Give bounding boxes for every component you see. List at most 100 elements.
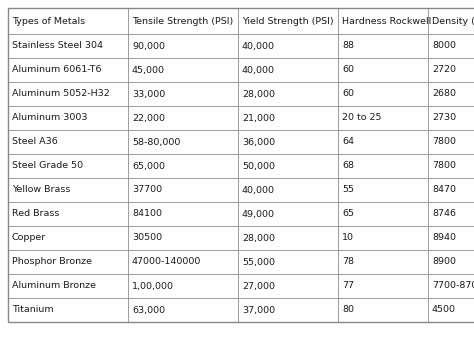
Bar [8, 154, 128, 178]
Bar [428, 226, 474, 250]
Text: 60: 60 [342, 89, 354, 98]
Text: 40,000: 40,000 [242, 42, 275, 50]
Bar [238, 202, 338, 226]
Bar [8, 58, 128, 82]
Text: 58-80,000: 58-80,000 [132, 137, 181, 147]
Bar [238, 8, 338, 34]
Text: 88: 88 [342, 42, 354, 50]
Bar [428, 106, 474, 130]
Bar [8, 82, 128, 106]
Text: 2680: 2680 [432, 89, 456, 98]
Bar [128, 274, 238, 298]
Bar [128, 8, 238, 34]
Text: Steel A36: Steel A36 [12, 137, 58, 147]
Text: 64: 64 [342, 137, 354, 147]
Text: 55: 55 [342, 186, 354, 195]
Bar [238, 226, 338, 250]
Bar [338, 250, 428, 274]
Bar [8, 130, 128, 154]
Bar [8, 34, 128, 58]
Text: 84100: 84100 [132, 209, 162, 218]
Text: 45,000: 45,000 [132, 66, 165, 75]
Bar [8, 178, 128, 202]
Bar [128, 298, 238, 322]
Text: 30500: 30500 [132, 234, 162, 242]
Bar [338, 106, 428, 130]
Text: 8900: 8900 [432, 257, 456, 267]
Bar [428, 8, 474, 34]
Text: 37,000: 37,000 [242, 306, 275, 315]
Text: 8746: 8746 [432, 209, 456, 218]
Text: 2730: 2730 [432, 114, 456, 122]
Text: 8940: 8940 [432, 234, 456, 242]
Text: 49,000: 49,000 [242, 209, 275, 218]
Bar [338, 202, 428, 226]
Bar [238, 298, 338, 322]
Bar [338, 130, 428, 154]
Text: 21,000: 21,000 [242, 114, 275, 122]
Text: 20 to 25: 20 to 25 [342, 114, 382, 122]
Text: Titanium: Titanium [12, 306, 54, 315]
Bar [238, 106, 338, 130]
Bar [128, 34, 238, 58]
Text: Aluminum 6061-T6: Aluminum 6061-T6 [12, 66, 101, 75]
Text: 40,000: 40,000 [242, 186, 275, 195]
Bar [238, 58, 338, 82]
Text: 78: 78 [342, 257, 354, 267]
Bar [128, 154, 238, 178]
Text: 33,000: 33,000 [132, 89, 165, 98]
Bar [238, 130, 338, 154]
Bar [338, 178, 428, 202]
Bar [428, 202, 474, 226]
Text: Aluminum Bronze: Aluminum Bronze [12, 282, 96, 290]
Bar [428, 58, 474, 82]
Text: 2720: 2720 [432, 66, 456, 75]
Bar [128, 82, 238, 106]
Bar [238, 34, 338, 58]
Text: 80: 80 [342, 306, 354, 315]
Bar [128, 106, 238, 130]
Bar [338, 34, 428, 58]
Bar [428, 34, 474, 58]
Text: 63,000: 63,000 [132, 306, 165, 315]
Text: 55,000: 55,000 [242, 257, 275, 267]
Bar [238, 250, 338, 274]
Bar [128, 58, 238, 82]
Bar [8, 8, 128, 34]
Text: 90,000: 90,000 [132, 42, 165, 50]
Text: Hardness Rockwell: Hardness Rockwell [342, 16, 431, 26]
Text: Yellow Brass: Yellow Brass [12, 186, 70, 195]
Text: Copper: Copper [12, 234, 46, 242]
Bar [8, 202, 128, 226]
Bar [428, 250, 474, 274]
Bar [428, 178, 474, 202]
Text: 7700-8700: 7700-8700 [432, 282, 474, 290]
Text: 68: 68 [342, 162, 354, 170]
Text: 37700: 37700 [132, 186, 162, 195]
Bar [428, 298, 474, 322]
Bar [338, 58, 428, 82]
Bar [338, 298, 428, 322]
Bar [8, 298, 128, 322]
Bar [338, 274, 428, 298]
Bar [338, 154, 428, 178]
Bar [238, 274, 338, 298]
Text: 27,000: 27,000 [242, 282, 275, 290]
Bar [338, 82, 428, 106]
Bar [128, 178, 238, 202]
Bar [128, 202, 238, 226]
Text: Phosphor Bronze: Phosphor Bronze [12, 257, 92, 267]
Text: 36,000: 36,000 [242, 137, 275, 147]
Bar [8, 226, 128, 250]
Bar [8, 106, 128, 130]
Text: 65,000: 65,000 [132, 162, 165, 170]
Text: 22,000: 22,000 [132, 114, 165, 122]
Text: 8470: 8470 [432, 186, 456, 195]
Bar [8, 8, 474, 322]
Text: 8000: 8000 [432, 42, 456, 50]
Text: Types of Metals: Types of Metals [12, 16, 85, 26]
Text: Yield Strength (PSI): Yield Strength (PSI) [242, 16, 334, 26]
Bar [338, 226, 428, 250]
Bar [128, 130, 238, 154]
Bar [238, 154, 338, 178]
